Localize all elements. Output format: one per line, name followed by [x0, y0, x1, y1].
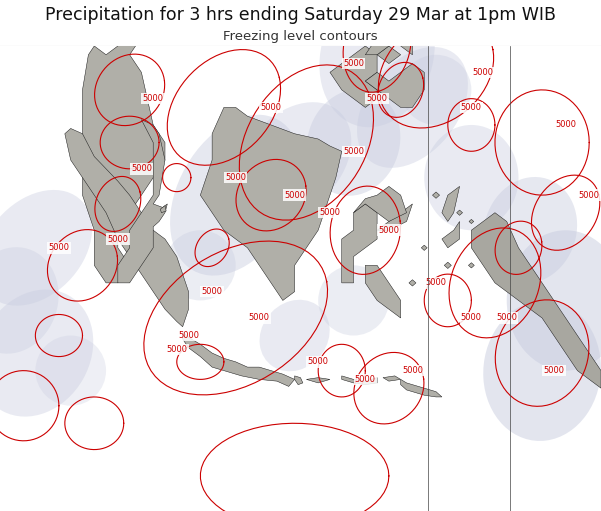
Text: 5000: 5000 [320, 208, 340, 217]
Ellipse shape [0, 247, 59, 354]
Text: 5000: 5000 [142, 94, 163, 103]
Polygon shape [365, 265, 401, 318]
Text: 5000: 5000 [579, 191, 600, 200]
Polygon shape [442, 221, 460, 248]
Ellipse shape [238, 102, 351, 218]
Polygon shape [294, 376, 303, 385]
Polygon shape [469, 219, 474, 224]
Text: 5000: 5000 [367, 94, 388, 103]
Ellipse shape [318, 265, 389, 336]
Polygon shape [468, 263, 474, 268]
Polygon shape [377, 46, 401, 63]
Ellipse shape [424, 125, 519, 230]
Ellipse shape [483, 300, 601, 441]
Text: 5000: 5000 [261, 103, 281, 112]
Polygon shape [200, 107, 342, 300]
Polygon shape [401, 37, 412, 55]
Polygon shape [307, 378, 330, 383]
Ellipse shape [357, 47, 468, 168]
Text: 5000: 5000 [379, 226, 400, 235]
Ellipse shape [170, 115, 301, 275]
Polygon shape [65, 128, 189, 327]
Text: 5000: 5000 [461, 103, 482, 112]
Text: 5000: 5000 [343, 59, 364, 68]
Ellipse shape [307, 89, 400, 196]
Polygon shape [353, 187, 406, 221]
Polygon shape [433, 192, 439, 198]
Text: 5000: 5000 [461, 313, 482, 322]
Polygon shape [353, 0, 377, 2]
Polygon shape [471, 213, 601, 388]
Ellipse shape [483, 177, 577, 284]
Text: 5000: 5000 [426, 278, 447, 287]
Text: Freezing level contours: Freezing level contours [223, 30, 378, 43]
Text: 5000: 5000 [249, 313, 270, 322]
Text: 5000: 5000 [225, 173, 246, 182]
Polygon shape [342, 376, 377, 385]
Polygon shape [183, 332, 294, 386]
Ellipse shape [165, 230, 236, 300]
Text: 5000: 5000 [343, 147, 364, 156]
Polygon shape [457, 210, 463, 215]
Polygon shape [118, 120, 167, 283]
Polygon shape [421, 245, 427, 250]
Text: 5000: 5000 [284, 191, 305, 200]
Text: 5000: 5000 [166, 345, 188, 354]
Ellipse shape [0, 190, 92, 306]
Text: 5000: 5000 [543, 366, 564, 375]
Text: 5000: 5000 [355, 375, 376, 384]
Text: 5000: 5000 [49, 243, 70, 252]
Polygon shape [160, 206, 166, 213]
Polygon shape [444, 262, 451, 268]
Polygon shape [365, 63, 424, 107]
Polygon shape [383, 376, 401, 381]
Ellipse shape [35, 336, 106, 406]
Text: 5000: 5000 [308, 357, 329, 366]
Polygon shape [82, 0, 177, 283]
Text: 5000: 5000 [472, 68, 493, 77]
Ellipse shape [507, 230, 601, 370]
Ellipse shape [319, 0, 435, 127]
Ellipse shape [0, 290, 93, 416]
Polygon shape [401, 379, 442, 397]
Text: 5000: 5000 [555, 121, 576, 129]
Polygon shape [377, 204, 412, 230]
Text: 5000: 5000 [108, 235, 129, 244]
Ellipse shape [260, 300, 330, 371]
Text: 5000: 5000 [178, 331, 199, 340]
Text: 5000: 5000 [131, 165, 152, 173]
Polygon shape [365, 37, 389, 55]
Polygon shape [409, 280, 416, 286]
Polygon shape [442, 187, 460, 221]
Polygon shape [481, 246, 486, 250]
Ellipse shape [401, 55, 471, 125]
Text: 5000: 5000 [402, 366, 423, 375]
Text: 5000: 5000 [201, 287, 222, 296]
Text: Precipitation for 3 hrs ending Saturday 29 Mar at 1pm WIB: Precipitation for 3 hrs ending Saturday … [45, 6, 556, 24]
Text: 5000: 5000 [496, 313, 517, 322]
Polygon shape [330, 46, 377, 107]
Polygon shape [342, 204, 377, 283]
